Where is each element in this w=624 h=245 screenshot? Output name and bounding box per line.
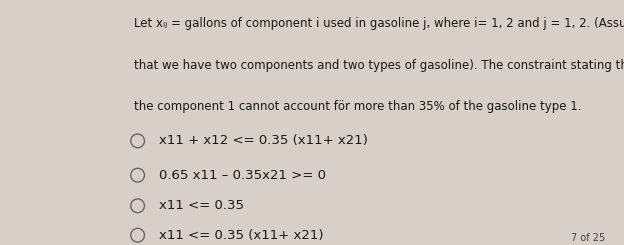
Text: 0.65 x11 – 0.35x21 >= 0: 0.65 x11 – 0.35x21 >= 0 [159,169,326,182]
Text: Let xᵢⱼ = gallons of component i used in gasoline j, where i= 1, 2 and j = 1, 2.: Let xᵢⱼ = gallons of component i used in… [134,17,624,30]
Text: x11 <= 0.35 (x11+ x21): x11 <= 0.35 (x11+ x21) [159,229,324,242]
Text: x11 + x12 <= 0.35 (x11+ x21): x11 + x12 <= 0.35 (x11+ x21) [159,134,368,147]
Text: x11 <= 0.35: x11 <= 0.35 [159,199,244,212]
Text: 7 of 25: 7 of 25 [571,233,605,243]
Text: that we have two components and two types of gasoline). The constraint stating t: that we have two components and two type… [134,59,624,72]
Text: the component 1 cannot account för more than 35% of the gasoline type 1.: the component 1 cannot account för more … [134,100,582,113]
